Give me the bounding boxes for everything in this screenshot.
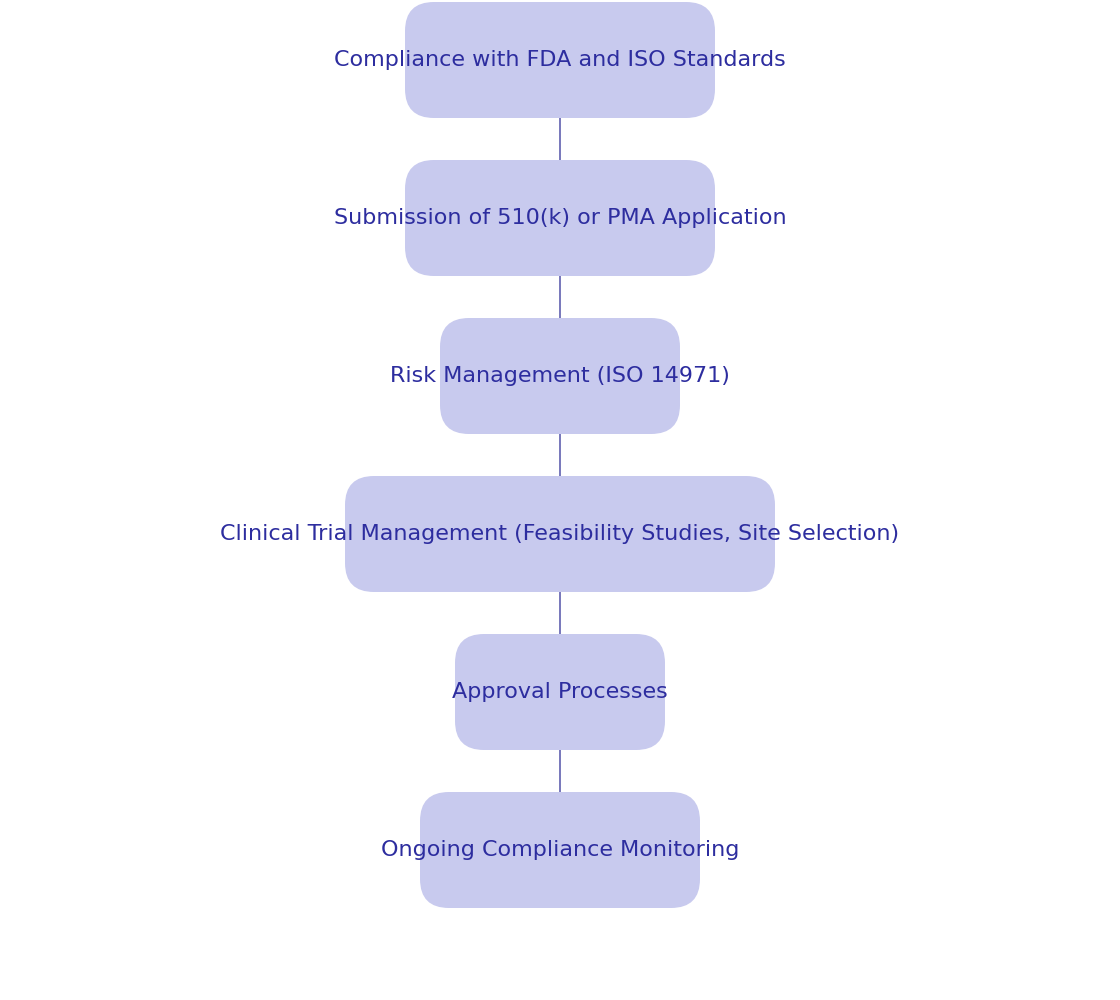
FancyBboxPatch shape [405, 160, 715, 276]
Text: Approval Processes: Approval Processes [452, 682, 668, 702]
Text: Risk Management (ISO 14971): Risk Management (ISO 14971) [390, 366, 730, 386]
Text: Ongoing Compliance Monitoring: Ongoing Compliance Monitoring [381, 840, 739, 860]
FancyBboxPatch shape [345, 476, 775, 592]
FancyBboxPatch shape [420, 792, 700, 908]
Text: Clinical Trial Management (Feasibility Studies, Site Selection): Clinical Trial Management (Feasibility S… [221, 524, 899, 544]
Text: Submission of 510(k) or PMA Application: Submission of 510(k) or PMA Application [334, 208, 786, 228]
FancyBboxPatch shape [405, 2, 715, 118]
FancyBboxPatch shape [455, 634, 665, 750]
FancyBboxPatch shape [440, 318, 680, 434]
Text: Compliance with FDA and ISO Standards: Compliance with FDA and ISO Standards [334, 50, 786, 70]
